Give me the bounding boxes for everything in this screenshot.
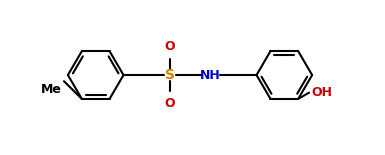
Text: O: O (165, 97, 176, 110)
Text: OH: OH (311, 86, 332, 99)
Text: Me: Me (41, 83, 62, 96)
Text: O: O (165, 40, 176, 53)
Text: S: S (165, 68, 175, 82)
Text: NH: NH (199, 69, 220, 82)
